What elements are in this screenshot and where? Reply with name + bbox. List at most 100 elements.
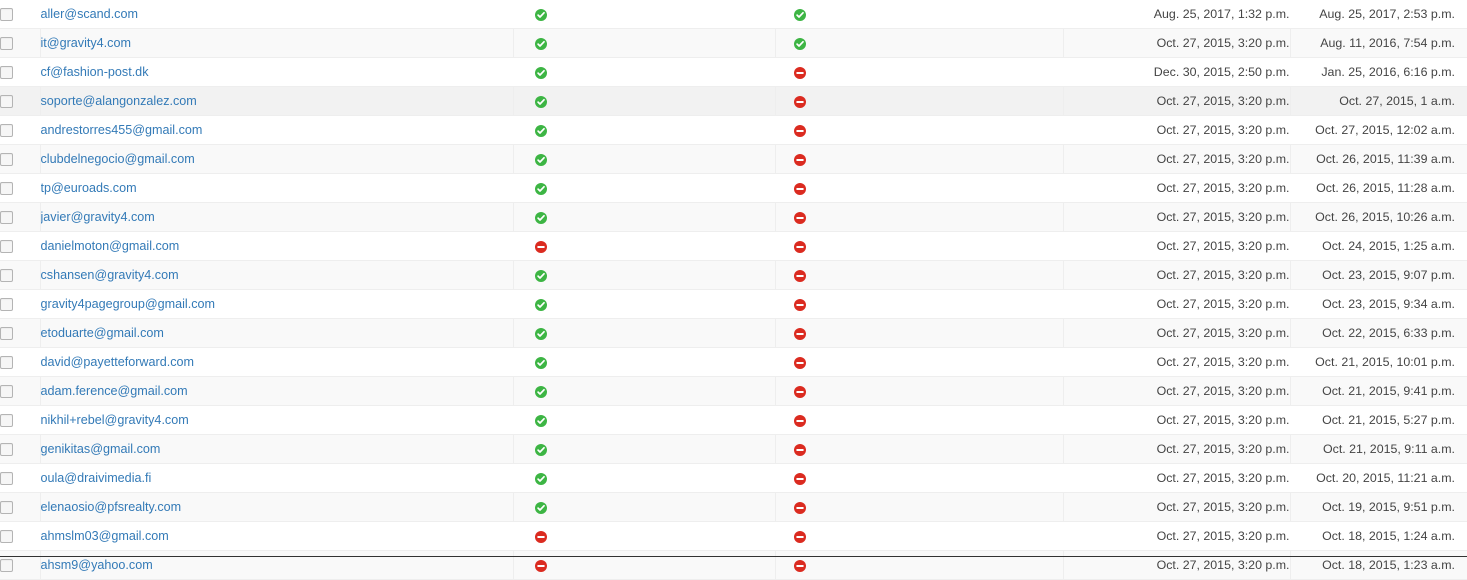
status-two-cell bbox=[775, 289, 1063, 319]
email-link[interactable]: elenaosio@pfsrealty.com bbox=[40, 500, 182, 514]
status-two-cell bbox=[775, 463, 1063, 493]
table-row[interactable]: oula@draivimedia.fi Oct. 27, 2015, 3:20 p… bbox=[0, 463, 1467, 493]
email-link[interactable]: javier@gravity4.com bbox=[40, 210, 155, 224]
no-entry-circle-icon bbox=[793, 327, 806, 340]
row-select-cell[interactable] bbox=[0, 28, 40, 58]
table-row[interactable]: genikitas@gmail.com Oct. 27, 2015, 3:20 p… bbox=[0, 434, 1467, 464]
row-select-cell[interactable] bbox=[0, 463, 40, 493]
row-select-checkbox[interactable] bbox=[0, 385, 13, 399]
email-cell: aller@scand.com bbox=[40, 0, 513, 29]
row-select-cell[interactable] bbox=[0, 173, 40, 203]
row-select-checkbox[interactable] bbox=[0, 269, 13, 283]
row-select-checkbox[interactable] bbox=[0, 356, 13, 370]
table-row[interactable]: tp@euroads.com Oct. 27, 2015, 3:20 p.m. Oc… bbox=[0, 173, 1467, 203]
table-row[interactable]: etoduarte@gmail.com Oct. 27, 2015, 3:20 p… bbox=[0, 318, 1467, 348]
table-row[interactable]: david@payetteforward.com Oct. 27, 2015, 3… bbox=[0, 347, 1467, 377]
date-two-cell: Oct. 18, 2015, 1:24 a.m. bbox=[1290, 521, 1467, 551]
email-link[interactable]: cshansen@gravity4.com bbox=[40, 268, 179, 282]
row-select-checkbox[interactable] bbox=[0, 8, 13, 22]
no-entry-circle-icon bbox=[793, 530, 806, 543]
email-link[interactable]: adam.ference@gmail.com bbox=[40, 384, 188, 398]
date-one-cell: Oct. 27, 2015, 3:20 p.m. bbox=[1063, 463, 1290, 493]
row-select-checkbox[interactable] bbox=[0, 182, 13, 196]
check-circle-icon bbox=[534, 472, 547, 485]
row-select-cell[interactable] bbox=[0, 144, 40, 174]
row-select-cell[interactable] bbox=[0, 376, 40, 406]
date-two-cell: Oct. 23, 2015, 9:07 p.m. bbox=[1289, 260, 1467, 290]
table-row[interactable]: ahsm9@yahoo.com Oct. 27, 2015, 3:20 p.m. O… bbox=[0, 550, 1467, 580]
table-row[interactable]: cf@fashion-post.dk Dec. 30, 2015, 2:50 p.… bbox=[0, 57, 1467, 87]
table-row[interactable]: ahmslm03@gmail.com Oct. 27, 2015, 3:20 p.… bbox=[0, 521, 1467, 551]
table-row[interactable]: adam.ference@gmail.com Oct. 27, 2015, 3:2… bbox=[0, 376, 1467, 406]
row-select-cell[interactable] bbox=[0, 347, 40, 377]
email-link[interactable]: andrestorres455@gmail.com bbox=[40, 123, 203, 137]
table-row[interactable]: elenaosio@pfsrealty.com Oct. 27, 2015, 3:… bbox=[0, 492, 1467, 522]
row-select-cell[interactable] bbox=[0, 434, 40, 464]
email-link[interactable]: ahmslm03@gmail.com bbox=[40, 529, 169, 543]
email-cell: tp@euroads.com bbox=[40, 173, 513, 203]
table-row[interactable]: aller@scand.com Aug. 25, 2017, 1:32 p.m. A… bbox=[0, 0, 1467, 29]
row-select-cell[interactable] bbox=[0, 260, 40, 290]
row-select-cell[interactable] bbox=[0, 115, 40, 145]
row-select-checkbox[interactable] bbox=[0, 298, 13, 312]
row-select-cell[interactable] bbox=[0, 318, 40, 348]
status-one-cell bbox=[512, 492, 775, 522]
table-row[interactable]: it@gravity4.com Oct. 27, 2015, 3:20 p.m. A… bbox=[0, 28, 1467, 58]
row-select-checkbox[interactable] bbox=[0, 559, 13, 573]
row-select-cell[interactable] bbox=[0, 0, 40, 29]
check-circle-icon bbox=[534, 37, 547, 50]
email-link[interactable]: soporte@alangonzalez.com bbox=[40, 94, 197, 108]
email-link[interactable]: danielmoton@gmail.com bbox=[40, 239, 180, 253]
row-select-checkbox[interactable] bbox=[0, 501, 13, 515]
email-link[interactable]: genikitas@gmail.com bbox=[40, 442, 161, 456]
date-one-cell: Oct. 27, 2015, 3:20 p.m. bbox=[1063, 115, 1290, 145]
email-link[interactable]: oula@draivimedia.fi bbox=[40, 471, 152, 485]
row-select-checkbox[interactable] bbox=[0, 327, 13, 341]
row-select-cell[interactable] bbox=[0, 550, 40, 580]
table-row[interactable]: javier@gravity4.com Oct. 27, 2015, 3:20 p… bbox=[0, 202, 1467, 232]
email-link[interactable]: david@payetteforward.com bbox=[40, 355, 194, 369]
row-select-cell[interactable] bbox=[0, 289, 40, 319]
status-two-cell bbox=[774, 86, 1063, 116]
row-select-cell[interactable] bbox=[0, 405, 40, 435]
table-row[interactable]: andrestorres455@gmail.com Oct. 27, 2015, … bbox=[0, 115, 1467, 145]
email-cell: cshansen@gravity4.com bbox=[39, 260, 513, 290]
table-row[interactable]: gravity4pagegroup@gmail.com Oct. 27, 2015… bbox=[0, 289, 1467, 319]
table-row[interactable]: nikhil+rebel@gravity4.com Oct. 27, 2015, … bbox=[0, 405, 1467, 435]
row-select-cell[interactable] bbox=[0, 521, 40, 551]
date-two-cell: Oct. 21, 2015, 9:11 a.m. bbox=[1289, 434, 1467, 464]
row-select-checkbox[interactable] bbox=[0, 211, 13, 225]
table-row[interactable]: clubdelnegocio@gmail.com Oct. 27, 2015, 3… bbox=[0, 144, 1467, 174]
row-select-checkbox[interactable] bbox=[0, 124, 13, 138]
row-select-checkbox[interactable] bbox=[0, 240, 13, 254]
email-link[interactable]: gravity4pagegroup@gmail.com bbox=[40, 297, 215, 311]
row-select-checkbox[interactable] bbox=[0, 443, 13, 457]
email-link[interactable]: ahsm9@yahoo.com bbox=[40, 558, 153, 572]
status-one-cell bbox=[512, 434, 775, 464]
date-two-cell: Oct. 27, 2015, 12:02 a.m. bbox=[1290, 115, 1467, 145]
table-row[interactable]: cshansen@gravity4.com Oct. 27, 2015, 3:20… bbox=[0, 260, 1467, 290]
row-select-cell[interactable] bbox=[0, 231, 40, 261]
email-link[interactable]: nikhil+rebel@gravity4.com bbox=[40, 413, 189, 427]
table-row[interactable]: danielmoton@gmail.com Oct. 27, 2015, 3:20… bbox=[0, 231, 1467, 261]
email-link[interactable]: etoduarte@gmail.com bbox=[40, 326, 164, 340]
email-link[interactable]: aller@scand.com bbox=[40, 7, 138, 21]
email-link[interactable]: cf@fashion-post.dk bbox=[40, 65, 149, 79]
email-link[interactable]: it@gravity4.com bbox=[40, 36, 131, 50]
row-select-checkbox[interactable] bbox=[0, 95, 13, 109]
row-select-cell[interactable] bbox=[0, 57, 40, 87]
row-select-cell[interactable] bbox=[0, 202, 40, 232]
row-select-cell[interactable] bbox=[0, 86, 40, 116]
email-cell: ahmslm03@gmail.com bbox=[40, 521, 513, 551]
row-select-checkbox[interactable] bbox=[0, 530, 13, 544]
row-select-checkbox[interactable] bbox=[0, 66, 13, 80]
row-select-checkbox[interactable] bbox=[0, 153, 13, 167]
row-select-cell[interactable] bbox=[0, 492, 40, 522]
email-link[interactable]: clubdelnegocio@gmail.com bbox=[40, 152, 195, 166]
email-link[interactable]: tp@euroads.com bbox=[40, 181, 137, 195]
row-select-checkbox[interactable] bbox=[0, 414, 13, 428]
row-select-checkbox[interactable] bbox=[0, 37, 13, 51]
status-two-cell bbox=[774, 28, 1063, 58]
table-row[interactable]: soporte@alangonzalez.com Oct. 27, 2015, 3… bbox=[0, 86, 1467, 116]
row-select-checkbox[interactable] bbox=[0, 472, 13, 486]
